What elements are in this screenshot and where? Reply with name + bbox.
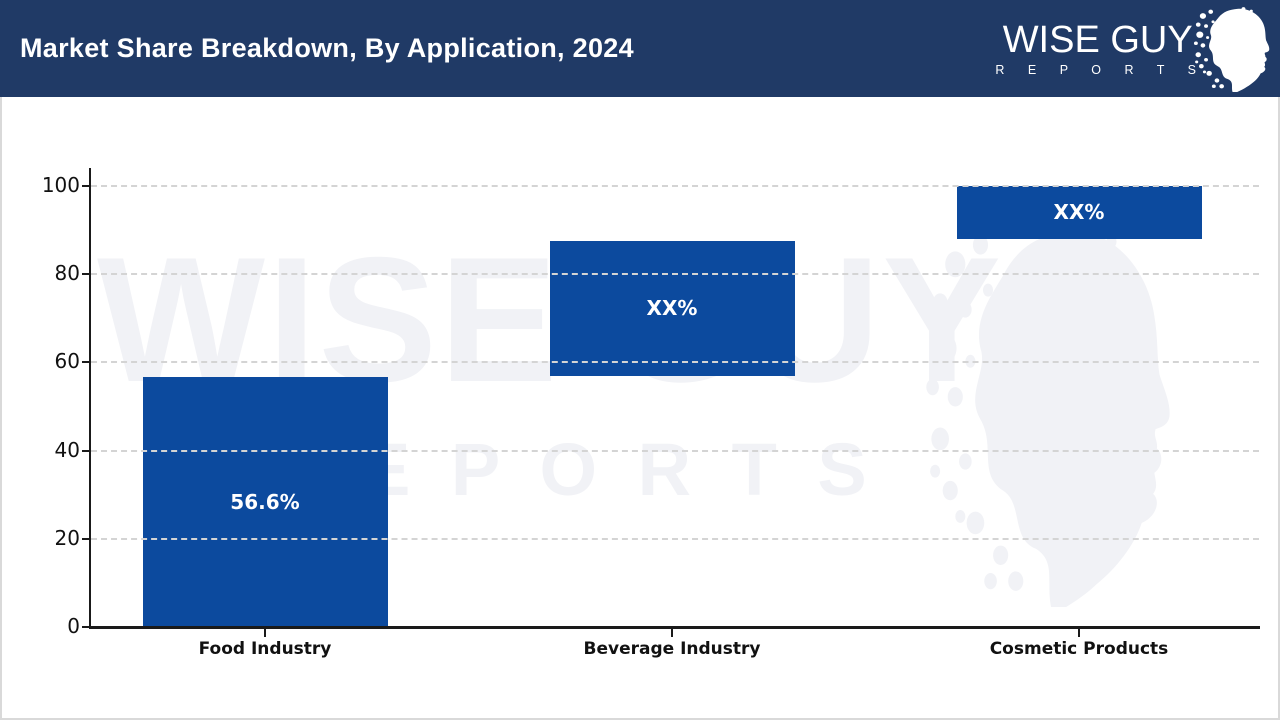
x-category-label: Cosmetic Products [989, 639, 1169, 659]
bar-value-label: XX% [1053, 200, 1105, 225]
gridline-60 [91, 361, 1259, 364]
y-axis-line [89, 168, 91, 629]
chart-plot-area: WISE GUY R E P O R T S 0 20 40 60 80 100 56.6%… [0, 97, 1280, 720]
y-tick-label-0: 0 [67, 614, 80, 638]
y-tick-label-20: 20 [54, 525, 80, 550]
x-tick-1 [671, 629, 673, 637]
x-tick-2 [1078, 629, 1080, 637]
watermark-head-icon [926, 223, 1170, 607]
logo-text: WISE GUY R E P O R T S [989, 21, 1206, 77]
y-tick-0 [82, 626, 90, 628]
y-tick-80 [82, 273, 90, 276]
bar-cosmetic-products: XX% [956, 186, 1202, 239]
logo-head-icon [1193, 6, 1270, 92]
bar-beverage-industry: XX% [549, 241, 795, 376]
bar-value-label: 56.6% [230, 490, 300, 515]
gridline-40 [91, 449, 1259, 452]
y-tick-label-60: 60 [54, 349, 80, 374]
y-tick-40 [82, 449, 90, 452]
bar-value-label: XX% [646, 296, 698, 321]
gridline-20 [91, 537, 1259, 540]
y-tick-label-80: 80 [54, 261, 80, 286]
gridline-80 [91, 273, 1259, 276]
logo-wordmark: WISE GUY [1002, 18, 1193, 61]
y-tick-100 [82, 185, 90, 187]
logo-subtitle: R E P O R T S [995, 62, 1206, 77]
y-tick-60 [82, 361, 90, 364]
x-axis-line [89, 626, 1260, 629]
y-tick-label-40: 40 [54, 437, 80, 462]
y-tick-20 [82, 537, 90, 540]
x-category-label: Food Industry [198, 639, 332, 659]
chart-title: Market Share Breakdown, By Application, … [20, 33, 634, 63]
x-category-label: Beverage Industry [583, 639, 761, 659]
bar-food-industry: 56.6% [142, 377, 388, 627]
gridline-100 [91, 185, 1259, 187]
x-tick-0 [264, 629, 266, 637]
y-tick-label-100: 100 [41, 173, 80, 197]
wise-guy-reports-logo: WISE GUY R E P O R T S [989, 6, 1270, 92]
header-bar: Market Share Breakdown, By Application, … [0, 0, 1280, 97]
